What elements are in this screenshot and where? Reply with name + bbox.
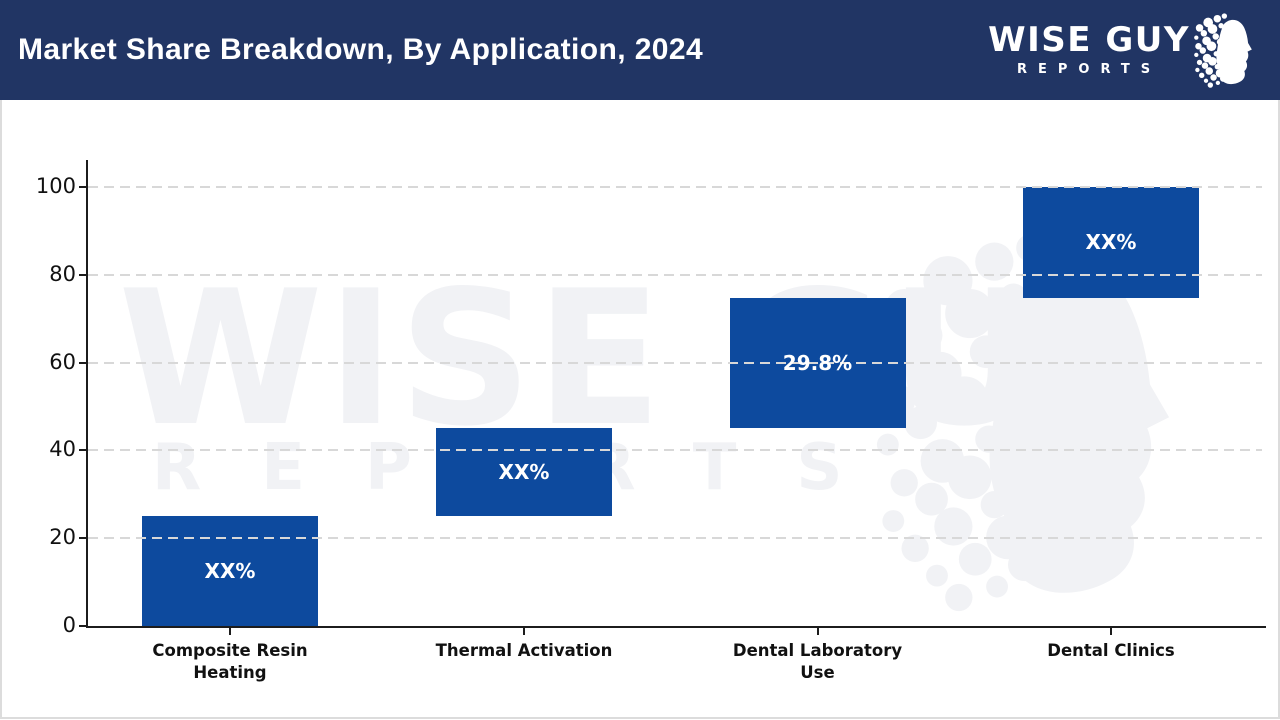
gridline — [88, 186, 1262, 188]
bar-value-label: 29.8% — [782, 351, 853, 376]
waterfall-bar — [436, 428, 612, 517]
y-tick-label: 0 — [62, 613, 76, 637]
gridline — [88, 537, 1262, 540]
wise-guy-logo: WISE GUY REPORTS — [988, 9, 1254, 91]
x-tick-label: Dental Clinics — [1047, 641, 1175, 660]
x-tick-label: Thermal Activation — [435, 641, 613, 660]
header-bar: Market Share Breakdown, By Application, … — [0, 0, 1280, 100]
x-axis-tick — [229, 628, 231, 635]
y-axis-tick — [79, 273, 88, 276]
x-tick-label: Dental Laboratory Use — [732, 641, 903, 682]
bar-value-label: XX% — [1085, 230, 1137, 255]
gridline — [88, 273, 1262, 276]
y-axis-tick — [79, 625, 88, 627]
x-axis-tick — [523, 628, 525, 635]
waterfall-bar — [142, 516, 318, 626]
y-tick-label: 80 — [49, 261, 76, 286]
bar-value-label: XX% — [204, 559, 256, 584]
x-axis-line — [86, 626, 1266, 628]
waterfall-chart-plot: 0 20 40 60 80 100 XX% XX% 29.8% XX% Composite Resi… — [0, 100, 1280, 720]
y-axis-tick — [79, 537, 88, 540]
x-tick-label: Composite Resin Heating — [152, 641, 308, 682]
logo-brand-line1: WISE GUY — [988, 20, 1190, 60]
gridline — [88, 449, 1262, 452]
y-axis-tick — [79, 449, 88, 452]
bar-value-label: XX% — [498, 460, 550, 485]
x-axis-tick — [1110, 628, 1112, 635]
gridline — [88, 361, 1262, 364]
logo-brand-line2: REPORTS — [1017, 62, 1162, 77]
x-axis-tick — [816, 628, 819, 635]
waterfall-bar — [1023, 187, 1199, 298]
wise-guy-logo-text: WISE GUY REPORTS — [988, 23, 1190, 77]
y-axis-tick — [79, 186, 88, 188]
y-tick-label: 40 — [49, 437, 76, 462]
y-tick-label: 20 — [49, 525, 76, 550]
chart-title: Market Share Breakdown, By Application, … — [18, 33, 704, 66]
wise-guy-face-icon — [1194, 13, 1252, 88]
y-tick-label: 100 — [35, 174, 76, 198]
y-tick-label: 60 — [49, 349, 76, 374]
y-axis-line — [86, 160, 88, 628]
y-axis-tick — [79, 361, 88, 364]
